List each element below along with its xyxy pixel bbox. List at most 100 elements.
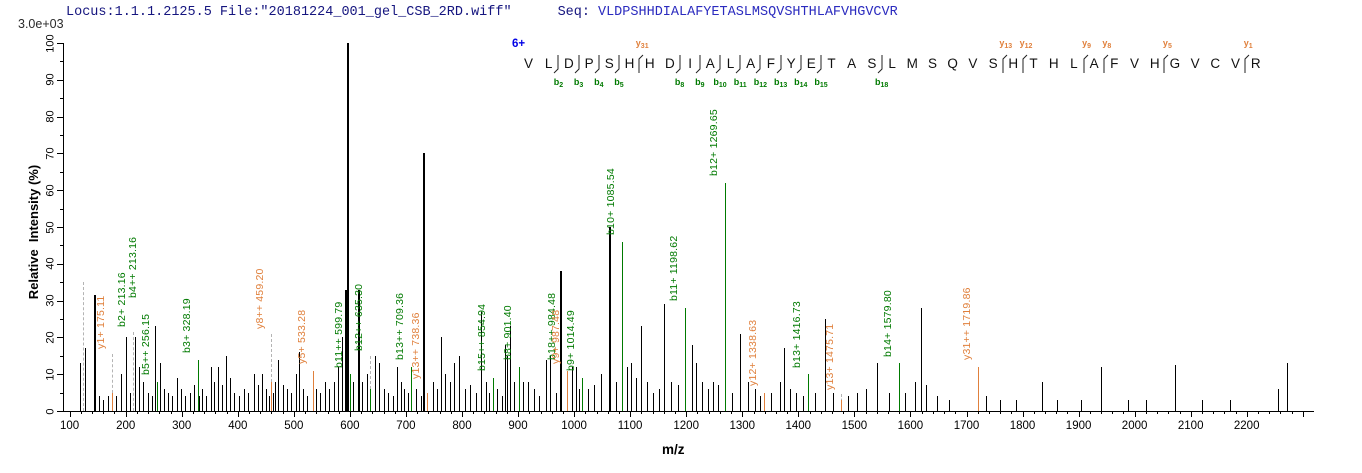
x-minor-tick: [338, 411, 340, 414]
x-major-tick: [630, 411, 632, 417]
y-minor-tick: [60, 208, 63, 210]
x-minor-tick: [192, 411, 194, 414]
x-tick-label: 300: [172, 420, 192, 432]
x-minor-tick: [204, 411, 206, 414]
spectrum-peak: [185, 396, 187, 411]
x-minor-tick: [1011, 411, 1013, 414]
y-minor-tick: [60, 98, 63, 100]
spectrum-peak: [404, 388, 406, 411]
y-cleavage-mark: [1002, 54, 1008, 73]
x-tick-label: 1000: [561, 420, 587, 432]
spectrum-peak: [510, 326, 512, 411]
x-minor-tick: [1168, 411, 1170, 414]
fragment-peak-b12+: [725, 182, 727, 411]
fragment-label-b8+: b8+ 901.40: [501, 305, 514, 361]
spectrum-peak: [221, 385, 223, 411]
spectrum-peak: [388, 392, 389, 411]
spectrum-peak: [522, 381, 524, 411]
fragment-label-b13++: b13++ 709.36: [394, 292, 407, 361]
x-minor-tick: [260, 411, 262, 414]
residue-21: S: [927, 56, 937, 71]
x-minor-tick: [731, 411, 732, 414]
spectrum-peak: [707, 388, 709, 411]
y-ion-label-y8: y8: [1102, 38, 1112, 50]
spectrum-peak: [107, 396, 109, 411]
x-minor-tick: [1112, 411, 1114, 414]
b-ion-label-b10: b10: [713, 77, 727, 89]
spectrum-peak: [303, 388, 305, 411]
x-minor-tick: [1157, 411, 1158, 414]
x-minor-tick: [495, 411, 497, 414]
x-minor-tick: [282, 411, 284, 414]
spectrum-peak: [513, 381, 515, 411]
x-minor-tick: [540, 411, 542, 414]
spectrum-peak: [278, 359, 280, 411]
x-minor-tick: [114, 411, 116, 414]
y-major-tick: [57, 153, 63, 155]
spectrum-peak: [815, 392, 817, 411]
x-minor-tick: [1257, 411, 1259, 414]
fragment-label-b11++: b11++ 599.79: [332, 301, 345, 368]
spectrum-peak: [501, 396, 503, 411]
x-minor-tick: [394, 411, 396, 414]
y-major-tick: [57, 79, 63, 81]
b-cleavage-mark: [796, 55, 802, 74]
spectrum-peak: [876, 363, 878, 411]
b-cleavage-mark: [776, 55, 782, 74]
spectrum-peak: [1081, 400, 1083, 411]
spectrum-peak: [282, 385, 284, 411]
seq-label: Seq:: [557, 5, 590, 20]
b-cleavage-mark: [877, 55, 883, 74]
x-major-tick: [910, 411, 912, 417]
spectrum-peak: [129, 392, 131, 411]
y-ion-label-y5: y5: [1162, 38, 1172, 50]
residue-10: A: [705, 56, 715, 71]
fragment-label-y31++: y31++ 1719.86: [960, 287, 973, 361]
y-tick-label: 90: [44, 73, 57, 86]
x-tick-label: 600: [340, 420, 360, 432]
spectrum-peak: [347, 43, 350, 411]
spectrum-peak: [496, 388, 498, 411]
fragment-label-y13+: y13+ 1475.71: [823, 323, 836, 390]
x-minor-tick: [1213, 411, 1215, 414]
spectrum-peak: [167, 392, 169, 411]
x-major-tick: [1022, 411, 1024, 417]
spectrum-peak: [889, 392, 891, 411]
y-cleavage-mark: [1244, 54, 1250, 73]
b-ion-label-b13: b13: [773, 77, 788, 89]
residue-16: T: [827, 56, 836, 71]
spectrum-peak: [201, 388, 203, 411]
x-tick-label: 400: [228, 420, 248, 432]
x-minor-tick: [148, 411, 150, 414]
spectrum-peak: [1145, 400, 1147, 411]
spectrum-peak: [608, 227, 611, 411]
x-minor-tick: [215, 411, 217, 414]
fragment-peak-b13++: [411, 366, 413, 411]
spectrum-peak: [476, 392, 477, 411]
x-major-tick: [462, 411, 463, 417]
spectrum-peak: [80, 363, 82, 411]
fragment-label-b15++: b15++ 854.94: [475, 303, 488, 372]
spectrum-peak: [243, 388, 245, 411]
spectrum-peak: [325, 381, 327, 411]
spectrum-peak: [528, 381, 530, 411]
x-minor-tick: [551, 411, 553, 414]
spectrum-peak: [713, 381, 715, 411]
spectrum-peak: [507, 355, 509, 411]
x-major-tick: [1134, 411, 1136, 417]
y-tick-label: 100: [44, 33, 57, 53]
residue-24: S: [988, 56, 998, 71]
residue-12: A: [746, 56, 756, 71]
fragment-peak-y12+: [763, 392, 765, 411]
b-cleavage-mark: [594, 55, 600, 74]
spectrum-peak: [248, 392, 250, 411]
x-minor-tick: [585, 411, 587, 414]
y-cleavage-mark: [1103, 54, 1109, 73]
fragment-peak-b12++: [369, 388, 371, 411]
spectrum-peak: [926, 385, 928, 411]
x-minor-tick: [1044, 411, 1046, 414]
x-minor-tick: [1056, 411, 1058, 414]
spectrum-peak: [1015, 400, 1017, 411]
x-minor-tick: [305, 411, 306, 414]
